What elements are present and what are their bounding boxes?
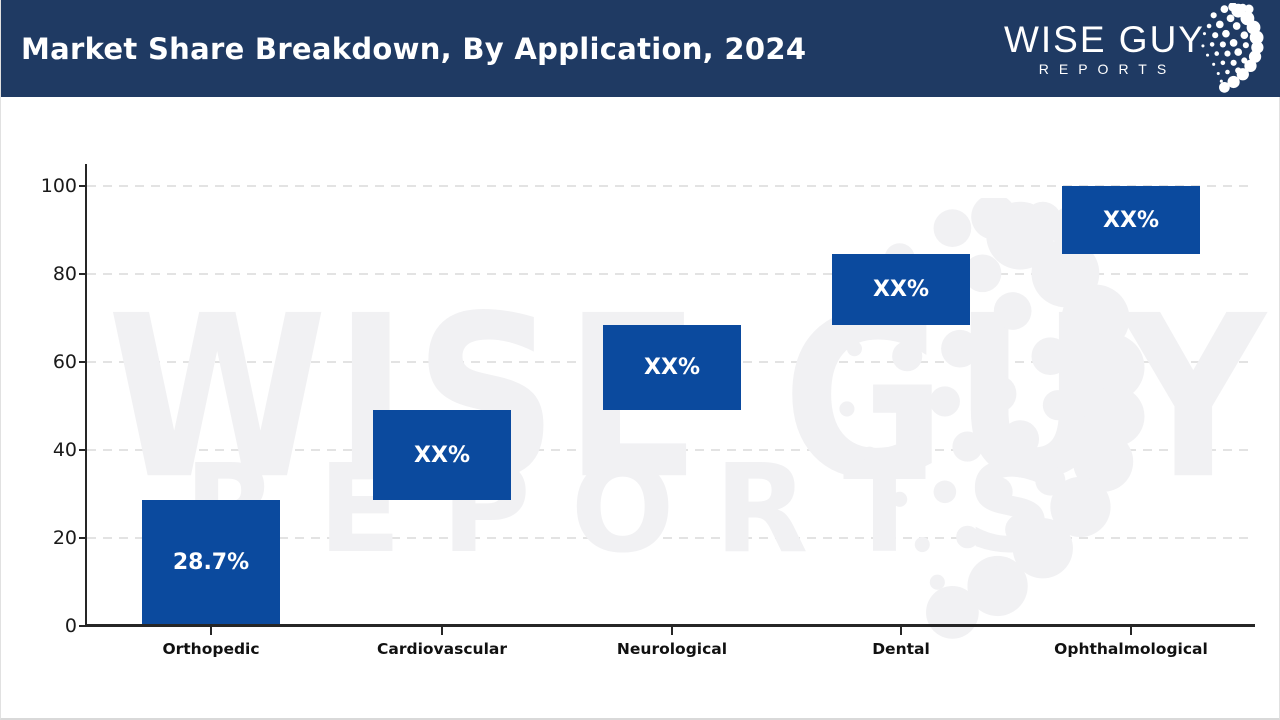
category-label-orthopedic: Orthopedic (162, 640, 260, 658)
brand-logo: WISE GUY REPORTS (1004, 2, 1269, 95)
y-tick-label-60: 60 (52, 351, 77, 373)
logo-text: WISE GUY REPORTS (1004, 21, 1205, 77)
bar-value-label: XX% (1103, 207, 1159, 233)
x-tick-0 (210, 627, 212, 635)
bar-neurological: XX% (603, 324, 741, 411)
gridline-100 (87, 185, 1254, 187)
x-tick-3 (900, 627, 902, 635)
y-tick-60 (79, 361, 85, 363)
x-tick-2 (671, 627, 673, 635)
category-label-ophthalmological: Ophthalmological (1054, 640, 1208, 658)
page-title: Market Share Breakdown, By Application, … (21, 31, 807, 66)
bar-cardiovascular: XX% (373, 410, 511, 500)
y-tick-label-20: 20 (52, 527, 77, 549)
y-tick-80 (79, 273, 85, 275)
logo-subtitle: REPORTS (1038, 60, 1177, 77)
y-tick-40 (79, 449, 85, 451)
logo-wordmark: WISE GUY (1003, 18, 1205, 60)
y-tick-0 (79, 625, 85, 627)
bar-value-label: XX% (873, 276, 929, 302)
x-axis-line (85, 624, 1255, 627)
logo-face-icon (1201, 2, 1264, 93)
y-tick-100 (79, 185, 85, 187)
y-tick-20 (79, 537, 85, 539)
bar-dental: XX% (832, 254, 970, 325)
header-band: Market Share Breakdown, By Application, … (1, 0, 1280, 97)
gridline-40 (87, 449, 1254, 451)
y-tick-label-40: 40 (52, 439, 77, 461)
category-label-neurological: Neurological (616, 640, 728, 658)
bar-value-label: XX% (414, 442, 470, 468)
x-tick-4 (1130, 627, 1132, 635)
gridline-80 (87, 273, 1254, 275)
bar-ophthalmological: XX% (1062, 186, 1200, 255)
bar-value-label: XX% (644, 354, 700, 380)
y-tick-label-100: 100 (40, 175, 77, 197)
bar-orthopedic: 28.7% (142, 499, 280, 626)
category-label-cardiovascular: Cardiovascular (377, 640, 507, 658)
category-label-dental: Dental (872, 640, 930, 658)
y-tick-label-0: 0 (64, 615, 77, 637)
watermark-subtitle: REPORTS (184, 438, 1094, 580)
y-tick-label-80: 80 (52, 263, 77, 285)
watermark-face-icon (839, 198, 1145, 639)
y-axis-line (85, 164, 87, 626)
gridline-20 (87, 537, 1254, 539)
bar-value-label: 28.7% (172, 550, 250, 576)
x-tick-1 (441, 627, 443, 635)
